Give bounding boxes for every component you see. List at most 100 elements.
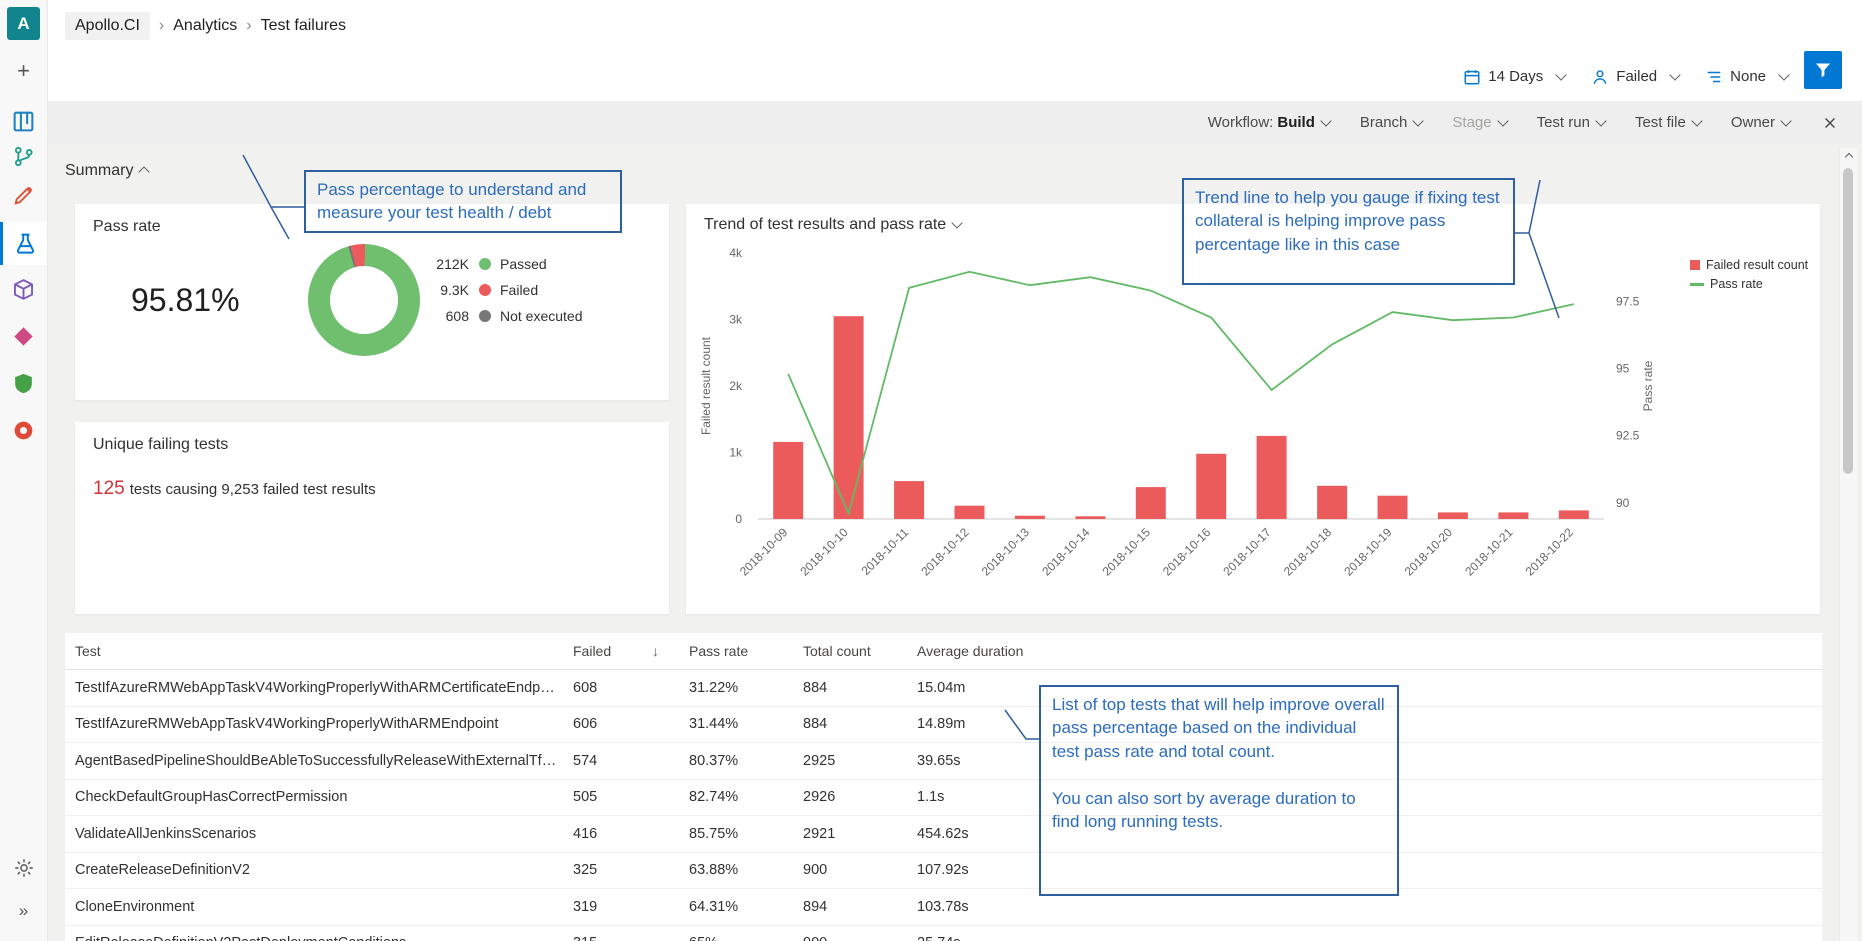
sidebar-item-pipelines[interactable] bbox=[0, 175, 47, 215]
gear-icon bbox=[14, 859, 33, 877]
period-filter-dropdown[interactable]: 14 Days bbox=[1463, 68, 1567, 86]
vertical-scrollbar[interactable] bbox=[1839, 148, 1857, 941]
column-header-test[interactable]: Test bbox=[75, 643, 573, 659]
dropdown-label: Owner bbox=[1730, 114, 1775, 131]
x-axis-date-label: 2018-10-17 bbox=[1220, 525, 1274, 579]
left-axis-tick: 2k bbox=[729, 379, 743, 393]
table-row[interactable]: CreateReleaseDefinitionV2 325 63.88% 900 107… bbox=[65, 853, 1822, 889]
test-name-cell: CreateReleaseDefinitionV2 bbox=[75, 862, 250, 879]
settings-gear-icon[interactable] bbox=[0, 850, 47, 886]
annotation-pass-percentage: Pass percentage to understand and measur… bbox=[304, 170, 622, 233]
filter-toggle-button[interactable] bbox=[1804, 51, 1842, 89]
breadcrumb-project[interactable]: Apollo.CI bbox=[65, 12, 150, 40]
left-axis-title: Failed result count bbox=[699, 336, 713, 435]
dropdown-label: Test run bbox=[1536, 114, 1590, 131]
failed-count-bar bbox=[1377, 495, 1408, 519]
test-outcome-icon bbox=[1593, 69, 1607, 84]
sidebar-item-artifacts[interactable] bbox=[0, 269, 47, 309]
legend-label: Passed bbox=[500, 255, 547, 272]
value-cell: 31.44% bbox=[689, 716, 739, 733]
value-cell: 900 bbox=[803, 862, 828, 879]
value-cell: 315 bbox=[573, 935, 689, 941]
stage-dropdown[interactable]: Stage bbox=[1452, 114, 1509, 131]
column-header-failed[interactable]: Failed ↓ bbox=[573, 643, 689, 659]
failed-count-bar bbox=[1135, 487, 1166, 519]
chevron-down-icon bbox=[1669, 69, 1681, 81]
table-row[interactable]: CheckDefaultGroupHasCorrectPermission 505… bbox=[65, 780, 1822, 816]
outcome-filter-dropdown[interactable]: Failed bbox=[1591, 68, 1681, 86]
pass-rate-card: Pass rate 95.81% 212K Passed 9.3K Failed 608… bbox=[75, 204, 669, 400]
workflow-dropdown[interactable]: Workflow: Build bbox=[1208, 114, 1332, 131]
test-name-cell: AgentBasedPipelineShouldBeAbleToSuccessf… bbox=[75, 752, 573, 769]
branch-dropdown[interactable]: Branch bbox=[1360, 114, 1425, 131]
dropdown-label: Test file bbox=[1634, 114, 1686, 131]
value-cell: 884 bbox=[803, 716, 828, 733]
chevron-down-icon bbox=[1320, 115, 1332, 127]
sidebar-item-test-plans[interactable] bbox=[0, 222, 47, 265]
sidebar-item-extension-1[interactable] bbox=[0, 316, 47, 356]
chevron-down-icon bbox=[1555, 69, 1567, 81]
column-header-pass-rate[interactable]: Pass rate bbox=[689, 643, 803, 659]
table-header-row: Test Failed ↓ Pass rate Total count Average d… bbox=[65, 633, 1822, 670]
value-cell: 25.74s bbox=[917, 935, 1822, 941]
table-row[interactable]: CloneEnvironment 319 64.31% 894 103.78s bbox=[65, 889, 1822, 926]
top-filter-row: 14 Days Failed None bbox=[1463, 52, 1790, 101]
expand-nav-button[interactable]: » bbox=[18, 901, 29, 920]
column-header-average-duration[interactable]: Average duration bbox=[917, 643, 1822, 659]
unique-failing-tests-card: Unique failing tests 125 tests causing 9,… bbox=[75, 422, 669, 614]
unique-failing-card-title: Unique failing tests bbox=[93, 436, 229, 453]
legend-item-failed-result-count: Failed result count bbox=[1690, 258, 1808, 272]
failed-count-bar bbox=[954, 505, 985, 519]
pass-rate-line bbox=[787, 270, 1574, 517]
failed-count-bar bbox=[1075, 516, 1106, 519]
breadcrumb-page[interactable]: Test failures bbox=[260, 17, 346, 34]
sidebar-item-repos[interactable] bbox=[0, 136, 47, 176]
breadcrumb-analytics[interactable]: Analytics bbox=[173, 17, 238, 34]
table-row[interactable]: TestIfAzureRMWebAppTaskV4WorkingProperly… bbox=[65, 707, 1822, 743]
owner-dropdown[interactable]: Owner bbox=[1730, 114, 1792, 131]
sidebar-item-extension-2[interactable] bbox=[0, 363, 47, 403]
sidebar-item-extension-3[interactable] bbox=[0, 410, 47, 450]
failed-count-bar bbox=[1437, 512, 1468, 519]
table-row[interactable]: AgentBasedPipelineShouldBeAbleToSuccessf… bbox=[65, 743, 1822, 780]
table-row[interactable]: EditReleaseDefinitionV2PostDeploymentCon… bbox=[65, 926, 1822, 941]
summary-section-toggle[interactable]: Summary bbox=[65, 162, 151, 180]
column-header-label: Average duration bbox=[917, 643, 1024, 659]
failing-tests-description: tests causing 9,253 failed test results bbox=[129, 481, 376, 498]
trend-chart-title-dropdown[interactable]: Trend of test results and pass rate bbox=[704, 216, 963, 234]
test-run-dropdown[interactable]: Test run bbox=[1536, 114, 1607, 131]
test-file-dropdown[interactable]: Test file bbox=[1634, 114, 1703, 131]
table-row[interactable]: TestIfAzureRMWebAppTaskV4WorkingProperly… bbox=[65, 670, 1822, 707]
legend-item-passed: 212K Passed bbox=[405, 254, 583, 273]
trend-chart-card: Trend of test results and pass rate Fail… bbox=[686, 204, 1820, 614]
project-avatar[interactable]: A bbox=[7, 7, 40, 40]
summary-title: Summary bbox=[65, 162, 134, 179]
sidebar-item-boards[interactable] bbox=[0, 101, 47, 141]
scroll-up-arrow[interactable] bbox=[1840, 148, 1857, 166]
scrollbar-thumb[interactable] bbox=[1843, 168, 1853, 474]
table-row[interactable]: ValidateAllJenkinsScenarios 416 85.75% 2921… bbox=[65, 816, 1822, 853]
chevron-down-icon bbox=[1691, 115, 1703, 127]
column-header-label: Failed bbox=[573, 643, 612, 659]
test-name-cell: TestIfAzureRMWebAppTaskV4WorkingProperly… bbox=[75, 716, 499, 733]
legend-count: 212K bbox=[436, 255, 469, 272]
chevron-down-icon bbox=[1778, 69, 1790, 81]
x-axis-date-label: 2018-10-22 bbox=[1523, 525, 1577, 579]
column-header-total-count[interactable]: Total count bbox=[803, 643, 917, 659]
group-by-filter-dropdown[interactable]: None bbox=[1705, 68, 1790, 86]
x-axis-date-label: 2018-10-20 bbox=[1402, 525, 1456, 579]
x-axis-date-label: 2018-10-18 bbox=[1281, 525, 1335, 579]
extension-2-icon bbox=[15, 373, 32, 393]
add-button[interactable]: + bbox=[17, 58, 30, 83]
legend-dot-icon bbox=[479, 257, 491, 270]
legend-dot-icon bbox=[479, 309, 491, 322]
legend-line-icon bbox=[1690, 282, 1704, 286]
failed-count-bar bbox=[1256, 435, 1287, 519]
legend-dot-icon bbox=[479, 283, 491, 296]
left-axis-tick: 0 bbox=[735, 512, 742, 526]
value-cell: 31.22% bbox=[689, 679, 739, 696]
workflow-value: Build bbox=[1277, 114, 1315, 131]
close-filter-bar-button[interactable] bbox=[1822, 115, 1838, 131]
value-cell: 319 bbox=[573, 898, 598, 915]
